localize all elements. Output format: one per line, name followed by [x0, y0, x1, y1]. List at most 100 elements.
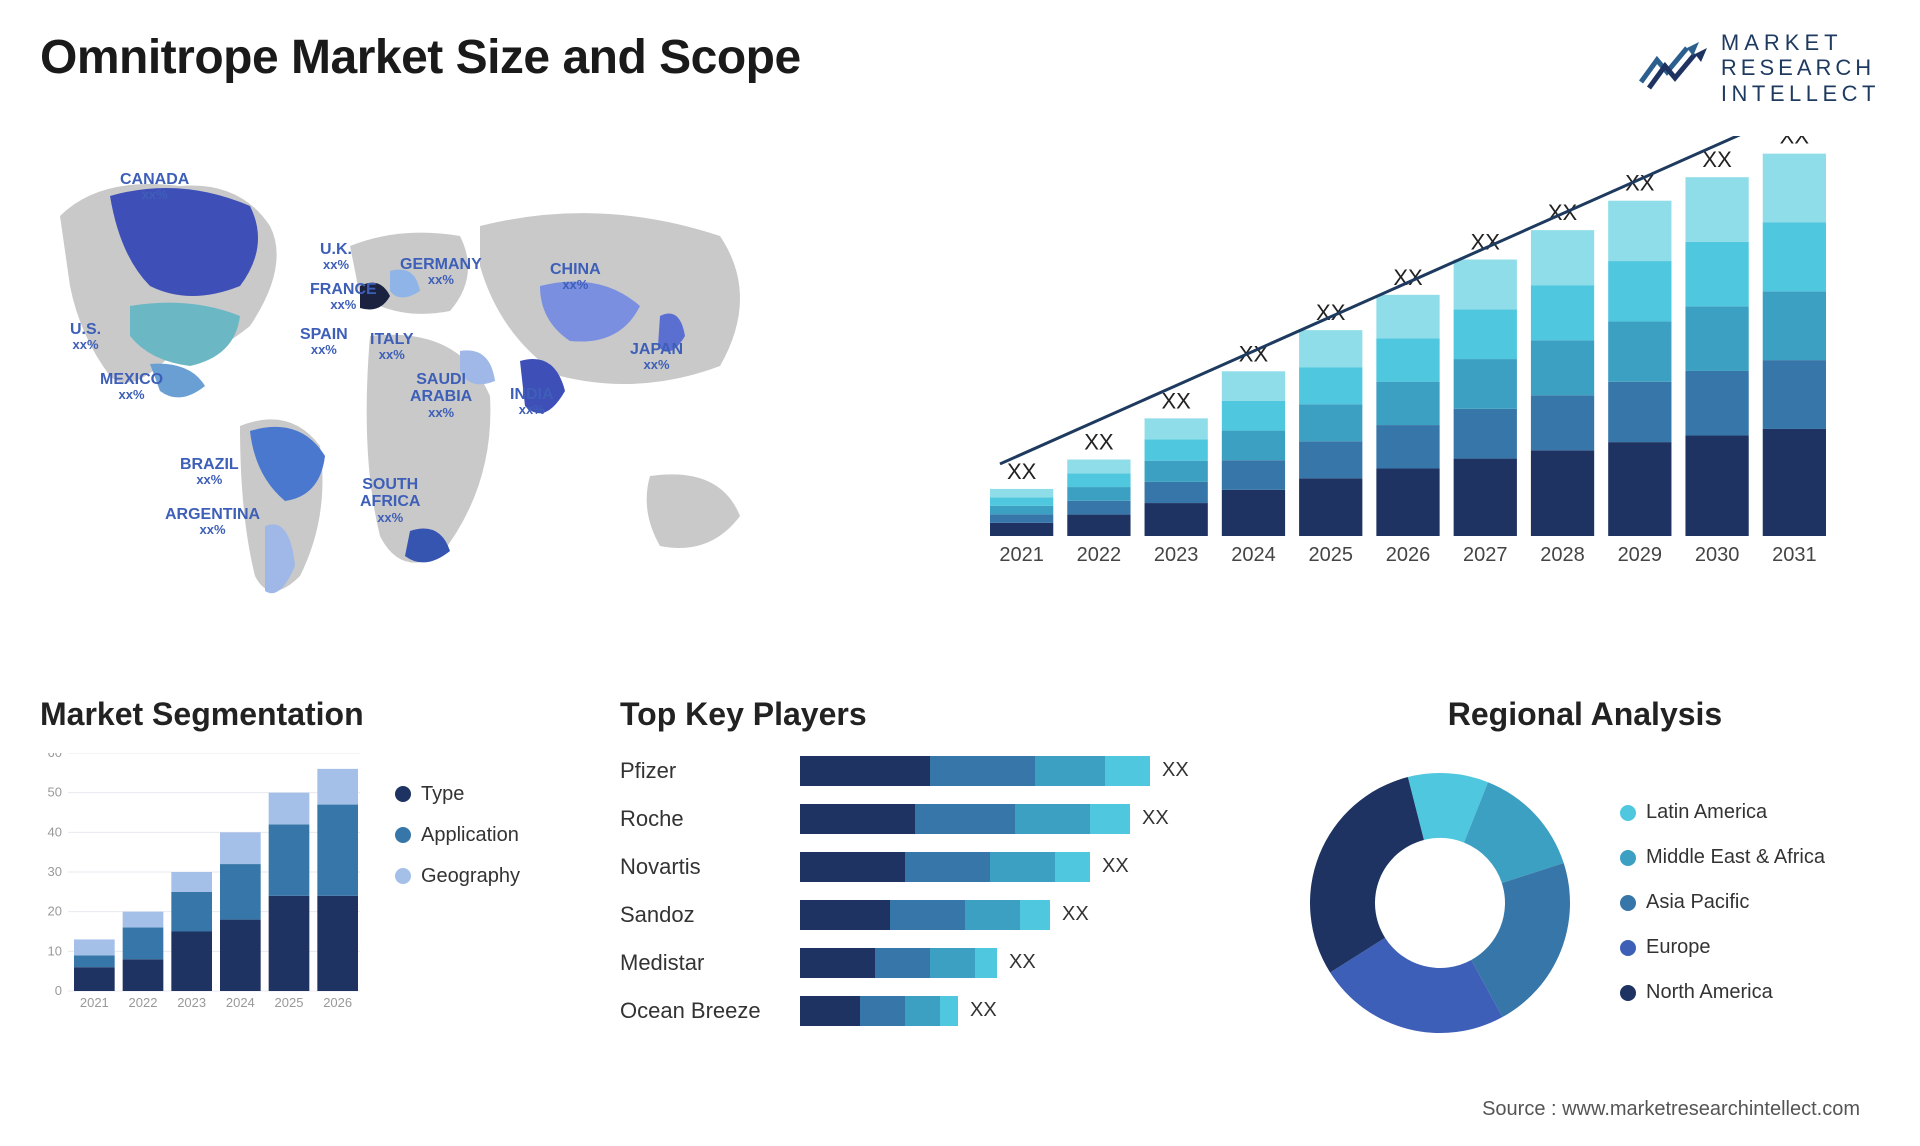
logo-line-1: MARKET [1721, 30, 1880, 55]
legend-label: Type [421, 783, 464, 806]
svg-text:2025: 2025 [1308, 544, 1353, 566]
key-player-name: Roche [620, 806, 800, 832]
map-label: SPAINxx% [300, 326, 348, 358]
svg-text:2022: 2022 [1077, 544, 1122, 566]
map-label: MEXICOxx% [100, 371, 163, 403]
svg-text:2028: 2028 [1540, 544, 1585, 566]
svg-text:2021: 2021 [999, 544, 1044, 566]
key-player-row: MedistarXX [620, 945, 1260, 981]
logo-line-2: RESEARCH [1721, 55, 1880, 80]
svg-text:2026: 2026 [1386, 544, 1431, 566]
key-player-row: SandozXX [620, 897, 1260, 933]
bar-segment [1090, 804, 1130, 834]
legend-swatch [395, 827, 411, 843]
key-player-row: Pfizer XX [620, 753, 1260, 789]
legend-label: Latin America [1646, 801, 1767, 824]
legend-swatch [1620, 895, 1636, 911]
legend-swatch [1620, 850, 1636, 866]
svg-text:2023: 2023 [177, 995, 206, 1010]
segmentation-legend: Type Application Geography [395, 753, 520, 1033]
key-player-bar [800, 756, 1150, 786]
legend-item: Latin America [1620, 801, 1825, 824]
map-label: BRAZILxx% [180, 456, 239, 488]
svg-text:2023: 2023 [1154, 544, 1199, 566]
legend-label: Asia Pacific [1646, 891, 1749, 914]
legend-item: Middle East & Africa [1620, 846, 1825, 869]
regional-title: Regional Analysis [1290, 696, 1880, 733]
bar-segment [860, 996, 905, 1026]
svg-text:XX: XX [1162, 388, 1192, 413]
key-player-name: Ocean Breeze [620, 998, 800, 1024]
svg-text:2026: 2026 [323, 995, 352, 1010]
svg-text:XX: XX [1780, 136, 1810, 149]
key-player-value: XX [1009, 951, 1036, 974]
bar-segment [975, 948, 997, 978]
segmentation-title: Market Segmentation [40, 696, 590, 733]
key-player-bar [800, 948, 997, 978]
legend-swatch [1620, 805, 1636, 821]
key-player-bar [800, 852, 1090, 882]
key-players-panel: Top Key Players PfizerXXRocheXXNovartisX… [620, 696, 1260, 1053]
svg-text:XX: XX [1084, 429, 1114, 454]
key-player-row: NovartisXX [620, 849, 1260, 885]
logo-line-3: INTELLECT [1721, 81, 1880, 106]
bar-segment [800, 852, 905, 882]
legend-label: Middle East & Africa [1646, 846, 1825, 869]
legend-label: Application [421, 824, 519, 847]
svg-text:2030: 2030 [1695, 544, 1740, 566]
bar-segment [915, 804, 1015, 834]
map-label: CHINAxx% [550, 261, 601, 293]
svg-text:30: 30 [48, 864, 62, 879]
map-label: JAPANxx% [630, 341, 683, 373]
growth-chart-panel: XX2021XX2022XX2023XX2024XX2025XX2026XX20… [980, 136, 1880, 656]
map-label: CANADAxx% [120, 171, 189, 203]
bar-segment [800, 804, 915, 834]
legend-label: Geography [421, 865, 520, 888]
bar-segment [1020, 900, 1050, 930]
key-players-list: PfizerXXRocheXXNovartisXXSandozXXMedista… [620, 753, 1260, 1029]
bar-segment [800, 948, 875, 978]
key-player-bar [800, 900, 1050, 930]
legend-label: Europe [1646, 936, 1711, 959]
map-label: ARGENTINAxx% [165, 506, 260, 538]
world-map [40, 136, 940, 636]
key-player-bar [800, 996, 958, 1026]
legend-item: North America [1620, 981, 1825, 1004]
bar-segment [940, 996, 958, 1026]
legend-item: Application [395, 824, 520, 847]
source-attribution: Source : www.marketresearchintellect.com [1482, 1098, 1860, 1121]
svg-text:XX: XX [1007, 459, 1037, 484]
key-player-name: Pfizer [620, 758, 800, 784]
bar-segment [1055, 852, 1090, 882]
legend-item: Europe [1620, 936, 1825, 959]
key-player-value: XX [1142, 807, 1169, 830]
svg-text:40: 40 [48, 824, 62, 839]
bar-segment [800, 996, 860, 1026]
svg-text:10: 10 [48, 943, 62, 958]
key-player-value: XX [1102, 855, 1129, 878]
svg-text:2025: 2025 [275, 995, 304, 1010]
bar-segment [965, 900, 1020, 930]
segmentation-panel: Market Segmentation 01020304050602021202… [40, 696, 590, 1053]
legend-item: Geography [395, 865, 520, 888]
bar-segment [800, 900, 890, 930]
bar-segment [905, 996, 940, 1026]
bar-segment [875, 948, 930, 978]
map-label: ITALYxx% [370, 331, 414, 363]
key-player-value: XX [1162, 759, 1189, 782]
map-label: GERMANYxx% [400, 256, 482, 288]
svg-text:0: 0 [55, 983, 62, 998]
bar-segment [1015, 804, 1090, 834]
legend-item: Type [395, 783, 520, 806]
key-player-value: XX [970, 999, 997, 1022]
svg-text:20: 20 [48, 904, 62, 919]
regional-panel: Regional Analysis Latin America Middle Ea… [1290, 696, 1880, 1053]
legend-item: Asia Pacific [1620, 891, 1825, 914]
svg-text:2027: 2027 [1463, 544, 1508, 566]
svg-text:2021: 2021 [80, 995, 109, 1010]
bar-segment [890, 900, 965, 930]
page-title: Omnitrope Market Size and Scope [40, 30, 801, 85]
bar-segment [800, 756, 930, 786]
bar-segment [1105, 756, 1150, 786]
map-label: INDIAxx% [510, 386, 554, 418]
